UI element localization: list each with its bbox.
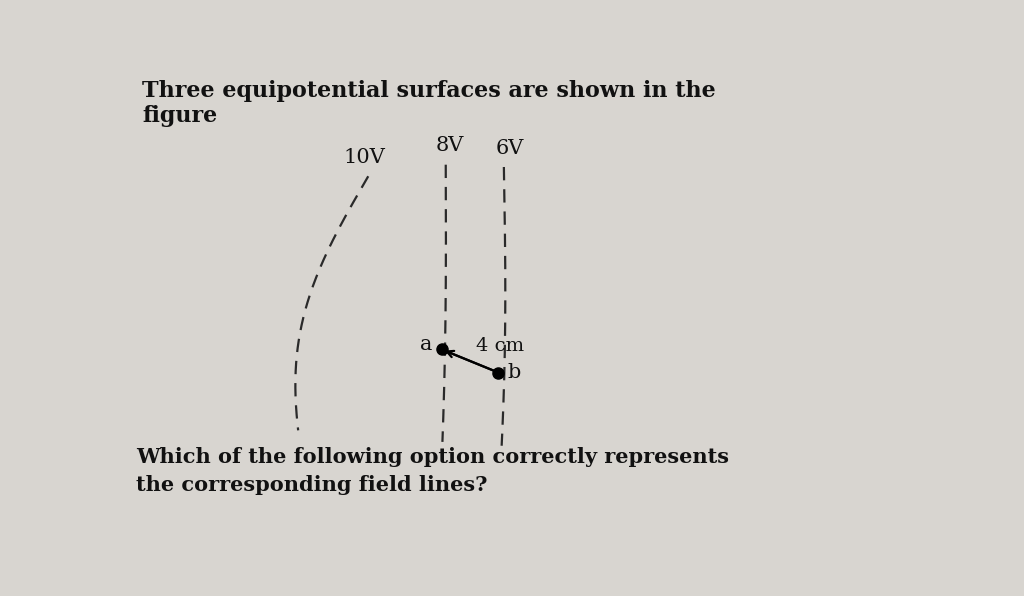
Text: a: a: [420, 336, 432, 355]
Text: 6V: 6V: [496, 139, 524, 158]
Text: 10V: 10V: [343, 148, 385, 167]
Text: Three equipotential surfaces are shown in the: Three equipotential surfaces are shown i…: [142, 80, 716, 102]
Text: figure: figure: [142, 105, 217, 128]
Text: 4 cm: 4 cm: [476, 337, 524, 355]
Text: 8V: 8V: [435, 136, 464, 156]
Text: b: b: [508, 363, 521, 382]
Text: Which of the following option correctly represents
the corresponding field lines: Which of the following option correctly …: [136, 447, 729, 495]
